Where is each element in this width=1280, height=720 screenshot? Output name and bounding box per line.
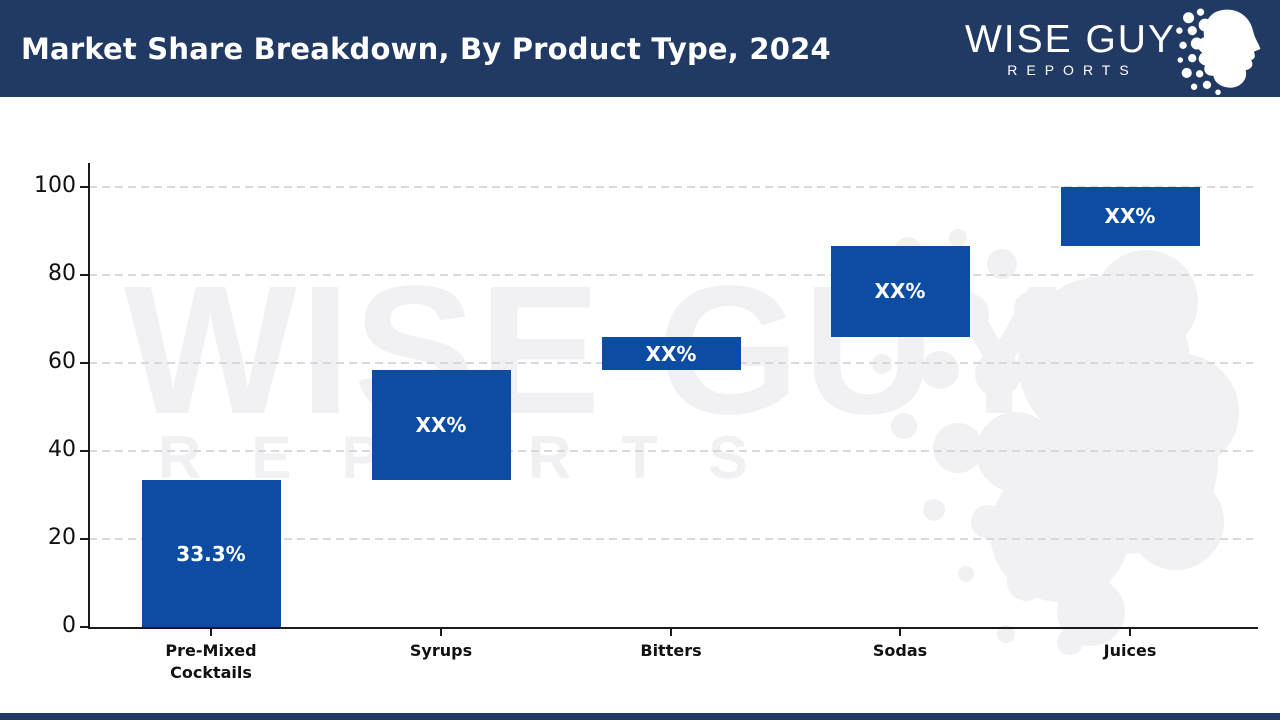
bar-value-label: XX% [874,279,926,304]
y-tickmark-100 [80,186,88,188]
bar-value-label: XX% [1104,204,1156,229]
x-category-label-3: Sodas [872,641,928,660]
logo-name-text: WISE GUY [964,17,1176,61]
y-tickmark-0 [80,626,88,628]
chart-title: Market Share Breakdown, By Product Type,… [21,31,831,66]
x-category-label-0: Pre-Mixed Cocktails [165,641,257,682]
y-tickmark-20 [80,538,88,540]
logo-text: WISE GUY REPORTS [965,20,1176,78]
y-tick-label-40: 40 [48,437,76,462]
x-axis-spine [88,627,1258,629]
logo-reports-text: REPORTS [1007,61,1138,78]
footer-bar [0,713,1280,720]
gridline-80 [89,274,1253,276]
x-tickmark-0 [210,629,212,636]
x-tickmark-1 [440,629,442,636]
gridline-20 [89,538,1253,540]
gridline-100 [89,186,1253,188]
y-tick-label-100: 100 [34,173,76,198]
x-category-label-1: Syrups [409,641,473,660]
bar-pre-mixed-cocktails: 33.3% [141,480,281,627]
bar-sodas: XX% [830,245,970,337]
y-tickmark-40 [80,450,88,452]
x-tickmark-4 [1129,629,1131,636]
bar-value-label: XX% [645,341,697,366]
y-tick-label-60: 60 [48,349,76,374]
bar-value-label: XX% [415,413,467,438]
y-tickmark-80 [80,274,88,276]
bar-bitters: XX% [601,336,741,371]
bar-juices: XX% [1060,187,1200,246]
y-tick-label-20: 20 [48,525,76,550]
watermark-head-graphic [866,229,1239,655]
gridline-40 [89,450,1253,452]
y-tick-label-0: 0 [62,613,76,638]
y-axis-spine [88,163,90,629]
header: Market Share Breakdown, By Product Type,… [0,0,1280,97]
y-tickmark-60 [80,362,88,364]
x-category-label-2: Bitters [640,641,702,660]
x-category-label-4: Juices [1103,641,1157,660]
bar-syrups: XX% [371,370,511,481]
x-tickmark-2 [670,629,672,636]
bar-value-label: 33.3% [176,541,246,566]
x-tickmark-3 [899,629,901,636]
logo-head-icon [1176,8,1261,95]
wise-guy-logo: WISE GUY REPORTS [965,3,1266,95]
y-tick-label-80: 80 [48,261,76,286]
